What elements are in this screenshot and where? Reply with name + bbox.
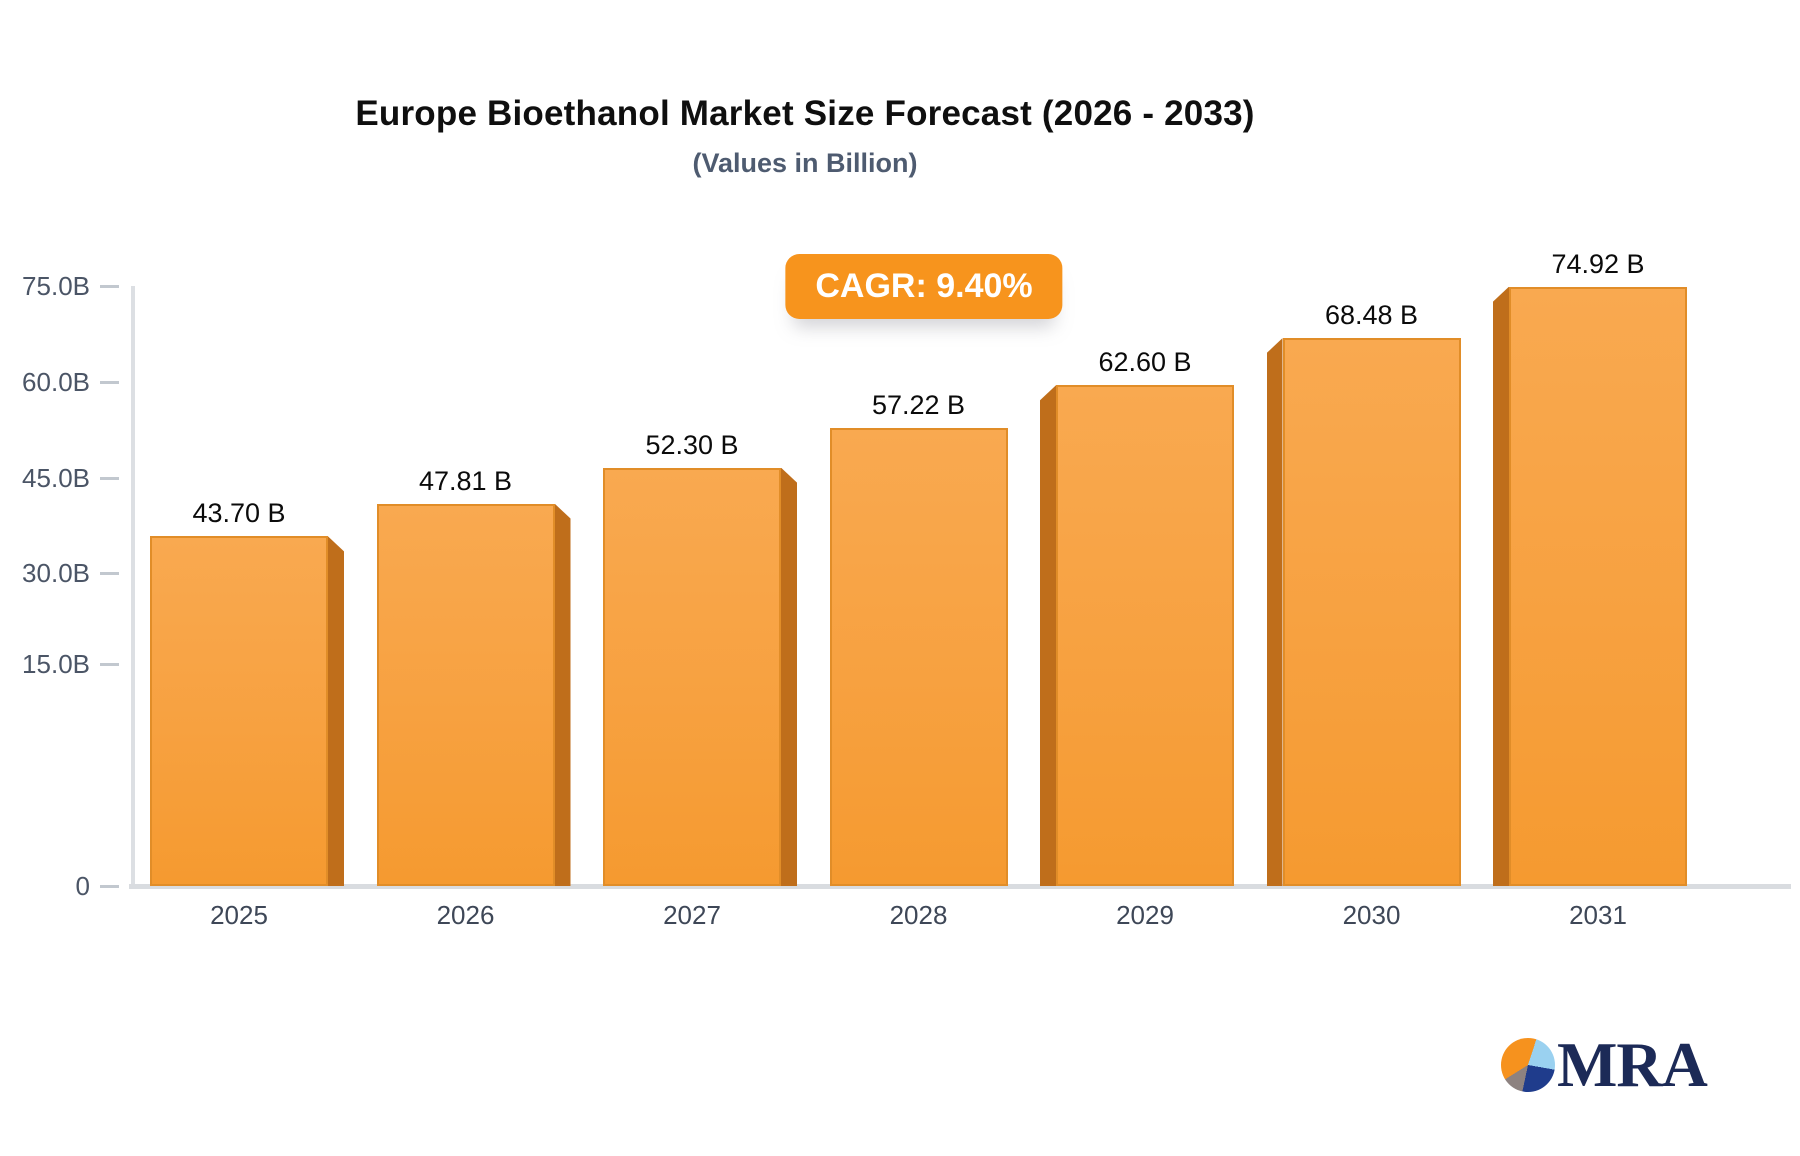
- bar-2027: 52.30 B: [603, 430, 797, 886]
- bar-2028: 57.22 B: [829, 390, 1008, 886]
- y-tick-label: 45.0B: [22, 463, 90, 493]
- chart-subtitle: (Values in Billion): [692, 148, 918, 178]
- bar-value-label: 52.30 B: [645, 429, 739, 460]
- bar-3d-side: [781, 467, 797, 886]
- x-axis-label-2026: 2026: [436, 900, 495, 930]
- bar-face: [1282, 338, 1461, 886]
- bar-2029: 62.60 B: [1040, 347, 1234, 886]
- y-axis-line: [131, 286, 135, 889]
- bar-face: [1509, 286, 1687, 886]
- bar-value-label: 47.81 B: [418, 465, 513, 496]
- bar-3d-side: [328, 536, 344, 886]
- bar-value-label: 57.22 B: [871, 390, 966, 421]
- plot-area: 75.0B 60.0B 45.0B 30.0B 15.0B 0 43.70 B …: [22, 249, 1791, 930]
- bar-3d-side: [1040, 385, 1056, 886]
- y-tick-label: 75.0B: [22, 271, 90, 301]
- bar-face: [150, 536, 328, 886]
- bar-2031: 74.92 B: [1493, 249, 1687, 886]
- x-axis-label-2029: 2029: [1116, 900, 1174, 930]
- bar-3d-side: [1493, 286, 1509, 886]
- y-tick-label: 0: [75, 871, 90, 901]
- x-axis-label-2031: 2031: [1569, 900, 1627, 930]
- bar-face: [829, 428, 1008, 886]
- y-tick-mark: [100, 285, 119, 288]
- y-tick-label: 15.0B: [22, 649, 90, 679]
- bar-value-label: 43.70 B: [192, 498, 286, 529]
- bar-value-label: 74.92 B: [1551, 248, 1645, 279]
- bar-face: [603, 467, 781, 886]
- bar-3d-side: [554, 503, 571, 886]
- bar-value-label: 62.60 B: [1098, 347, 1192, 378]
- bar-face: [376, 503, 555, 886]
- x-axis-label-2030: 2030: [1342, 900, 1401, 930]
- y-tick-label: 30.0B: [22, 558, 90, 588]
- pie-chart-logo-icon: [1501, 1038, 1555, 1092]
- bar-2025: 43.70 B: [150, 498, 344, 886]
- x-axis-label-2025: 2025: [210, 900, 268, 930]
- y-tick-mark: [100, 381, 119, 384]
- bar-value-label: 68.48 B: [1324, 300, 1419, 331]
- mra-logo: MRA: [1501, 1029, 1708, 1100]
- y-tick-mark: [100, 885, 119, 888]
- y-tick-label: 60.0B: [22, 367, 90, 397]
- x-axis-line: [129, 884, 1791, 889]
- y-tick-mark: [100, 477, 119, 480]
- bar-3d-side: [1266, 338, 1283, 886]
- x-axis-label-2027: 2027: [663, 900, 721, 930]
- bar-2030: 68.48 B: [1266, 300, 1461, 886]
- bar-face: [1056, 385, 1234, 886]
- bar-2026: 47.81 B: [376, 466, 571, 886]
- cagr-badge: CAGR: 9.40%: [785, 254, 1063, 319]
- logo-text: MRA: [1557, 1029, 1708, 1100]
- y-tick-mark: [100, 663, 119, 666]
- y-tick-mark: [100, 572, 119, 575]
- x-axis-label-2028: 2028: [889, 900, 948, 930]
- chart-title: Europe Bioethanol Market Size Forecast (…: [355, 94, 1255, 133]
